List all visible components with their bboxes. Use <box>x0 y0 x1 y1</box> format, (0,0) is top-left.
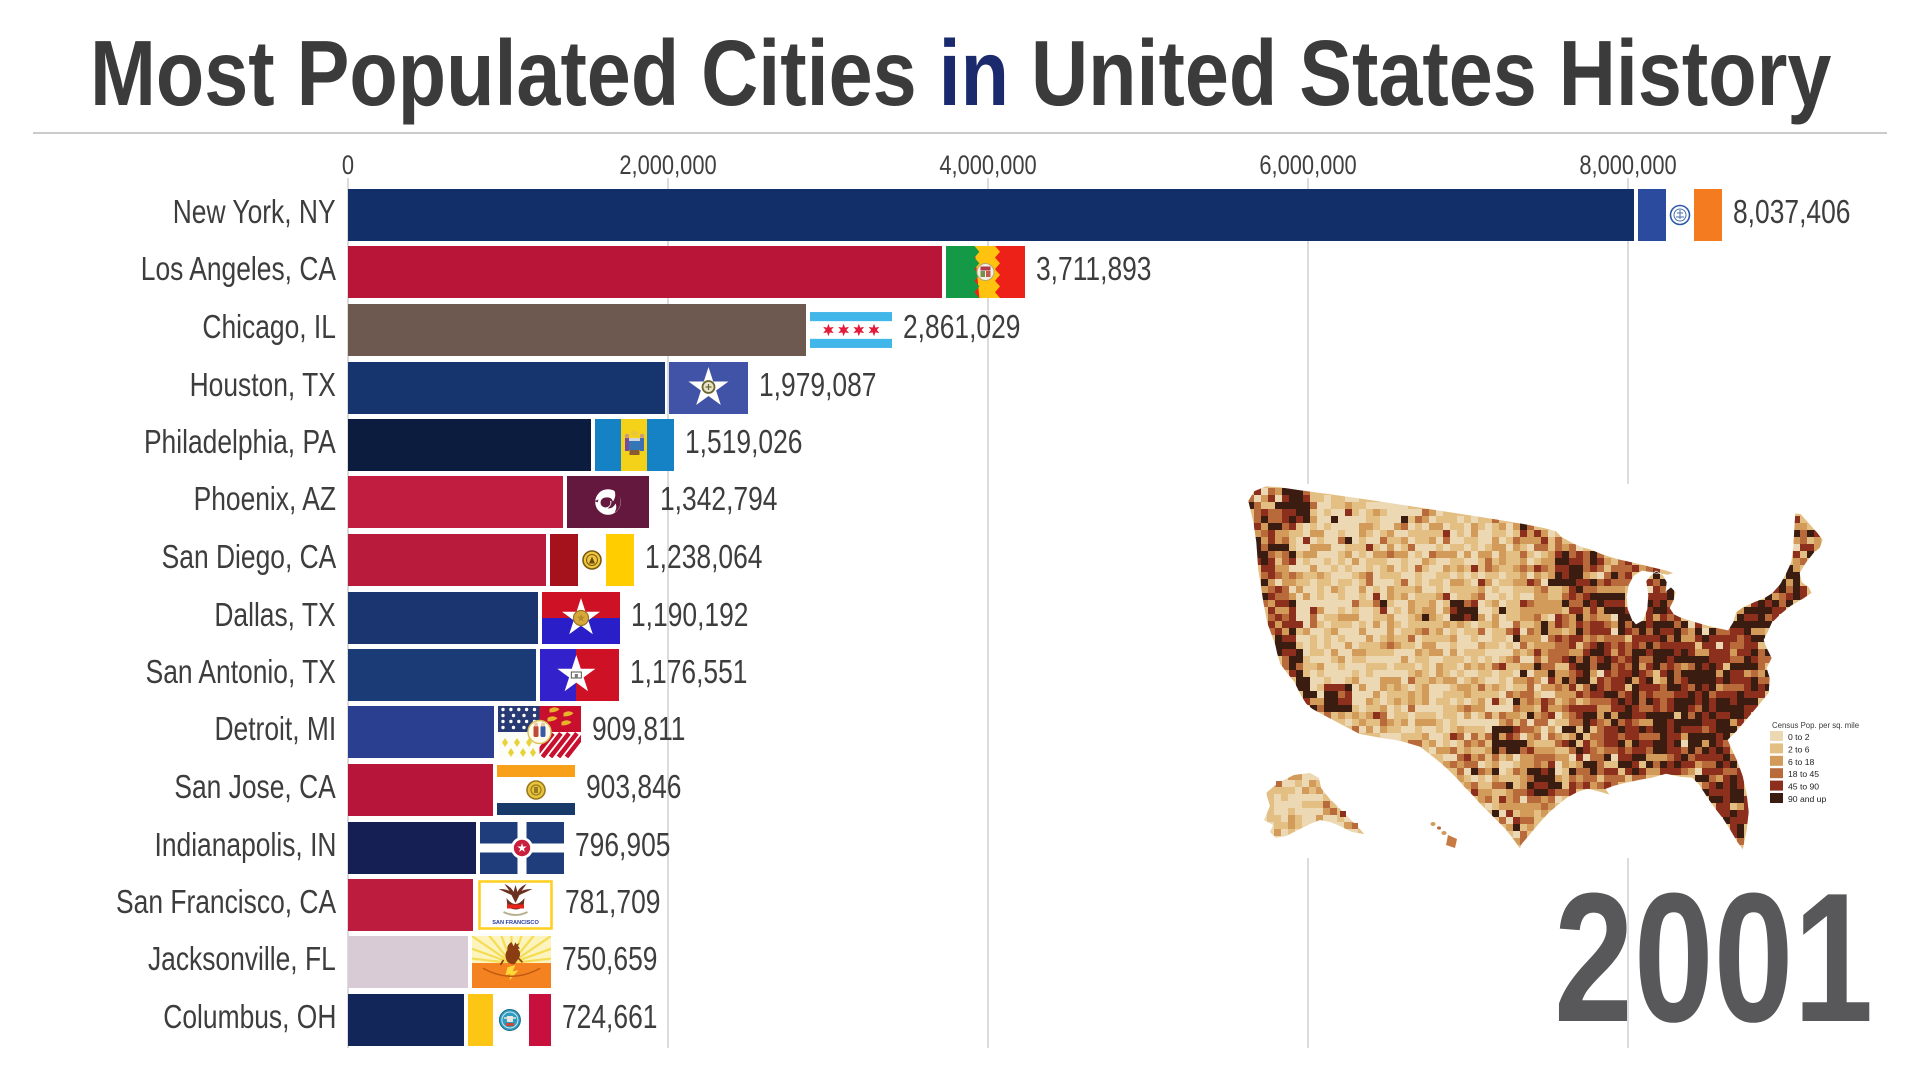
svg-text:0 to 2: 0 to 2 <box>1788 732 1810 742</box>
svg-text:2 to 6: 2 to 6 <box>1788 744 1810 754</box>
svg-text:18 to 45: 18 to 45 <box>1788 769 1819 779</box>
svg-text:90 and up: 90 and up <box>1788 794 1826 804</box>
svg-text:45 to 90: 45 to 90 <box>1788 782 1819 792</box>
svg-text:Census Pop. per sq. mile: Census Pop. per sq. mile <box>1772 721 1859 730</box>
svg-text:6 to 18: 6 to 18 <box>1788 757 1815 767</box>
svg-text:SAN FRANCISCO: SAN FRANCISCO <box>492 920 539 926</box>
